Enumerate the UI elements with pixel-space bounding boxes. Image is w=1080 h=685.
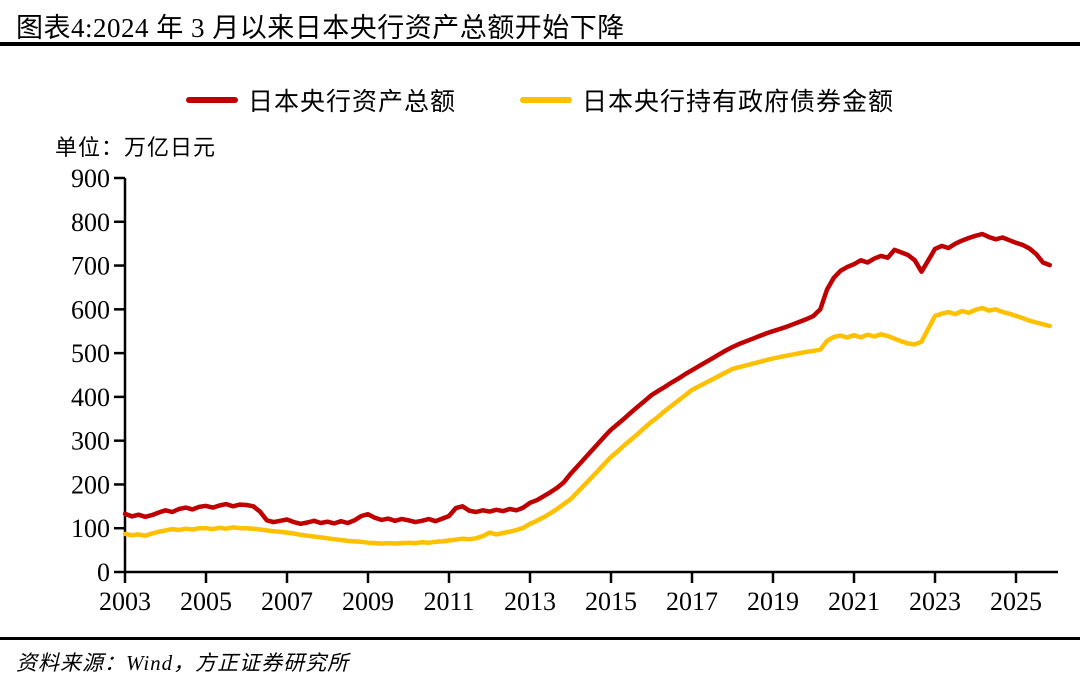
y-tick-label: 500 (71, 339, 110, 368)
page-title: 图表4:2024 年 3 月以来日本央行资产总额开始下降 (16, 13, 625, 43)
legend-item-total-assets: 日本央行资产总额 (185, 82, 456, 118)
x-tick-label: 2019 (747, 587, 799, 616)
y-tick-label: 100 (71, 514, 110, 543)
y-tick-label: 0 (97, 558, 110, 587)
series-line-1 (122, 305, 1053, 546)
x-tick-label: 2011 (423, 587, 474, 616)
legend-line-yellow-icon (520, 97, 572, 103)
chart-legend: 日本央行资产总额 日本央行持有政府债券金额 (0, 82, 1080, 118)
legend-label-total-assets: 日本央行资产总额 (247, 89, 456, 116)
x-tick-label: 2005 (180, 587, 232, 616)
x-tick-label: 2025 (990, 587, 1042, 616)
x-tick-label: 2017 (666, 587, 718, 616)
chart-plot: 0 100 200 300 400 500 600 700 800 900 2003 2005 2007… (71, 164, 1058, 616)
y-tick-label: 600 (71, 295, 110, 324)
footer-divider (0, 637, 1080, 640)
y-tick-label: 200 (71, 470, 110, 499)
legend-label-gov-bonds: 日本央行持有政府债券金额 (582, 89, 895, 116)
title-divider (0, 42, 1080, 46)
axis-unit-label: 单位：万亿日元 (55, 135, 217, 160)
chart-area: 0 100 200 300 400 500 600 700 800 900 2003 2005 2007… (0, 150, 1080, 620)
legend-item-gov-bonds: 日本央行持有政府债券金额 (520, 82, 894, 118)
x-tick-label: 2013 (504, 587, 556, 616)
x-tick-label: 2003 (99, 587, 151, 616)
x-tick-label: 2007 (261, 587, 313, 616)
y-tick-label: 800 (71, 208, 110, 237)
legend-line-red-icon (185, 97, 238, 103)
y-tick-label: 400 (71, 383, 110, 412)
source-note: 资料来源：Wind，方正证券研究所 (16, 651, 350, 675)
y-tick-label: 900 (71, 164, 110, 193)
x-tick-label: 2015 (585, 587, 637, 616)
x-tick-label: 2009 (342, 587, 394, 616)
series-line-0 (122, 231, 1053, 527)
y-tick-label: 300 (71, 427, 110, 456)
y-tick-label: 700 (71, 252, 110, 281)
x-tick-label: 2021 (828, 587, 880, 616)
x-tick-label: 2023 (909, 587, 961, 616)
